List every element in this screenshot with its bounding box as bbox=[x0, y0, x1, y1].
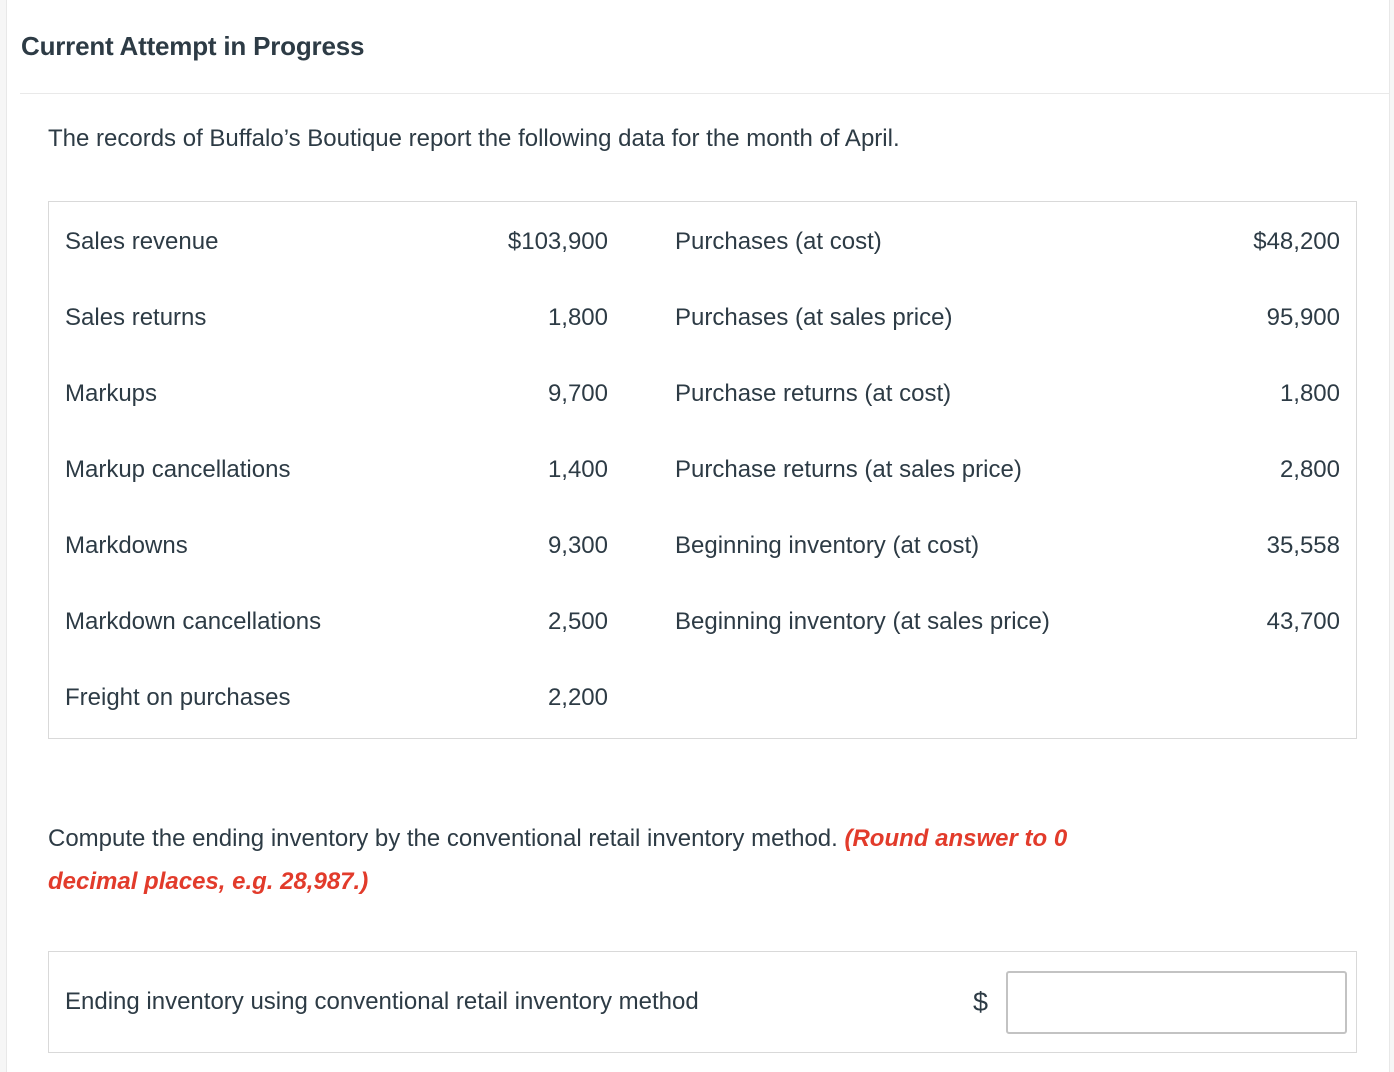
row-right-label: Purchase returns (at cost) bbox=[675, 380, 952, 407]
table-row: Freight on purchases 2,200 bbox=[65, 660, 1340, 736]
row-left-value: $103,900 bbox=[507, 228, 608, 255]
row-right-value: 1,800 bbox=[1279, 380, 1340, 407]
row-right-value: $48,200 bbox=[1253, 228, 1340, 255]
table-row: Markup cancellations 1,400 Purchase return… bbox=[65, 432, 1340, 508]
row-right-value: 35,558 bbox=[1266, 532, 1340, 559]
problem-intro: The records of Buffalo’s Boutique report… bbox=[48, 125, 900, 152]
instruction-note-line1: (Round answer to 0 bbox=[844, 825, 1068, 852]
table-row: Markdowns 9,300 Beginning inventory (at co… bbox=[65, 508, 1340, 584]
row-right-value: 43,700 bbox=[1266, 608, 1340, 635]
page-title: Current Attempt in Progress bbox=[21, 31, 365, 61]
row-right-value: 95,900 bbox=[1266, 304, 1340, 331]
answer-input[interactable] bbox=[1006, 970, 1347, 1034]
row-right-label: Purchases (at sales price) bbox=[675, 304, 953, 331]
data-table: Sales revenue $103,900 Purchases (at cost)… bbox=[48, 201, 1357, 739]
answer-label: Ending inventory using conventional reta… bbox=[65, 988, 699, 1015]
row-left-label: Markdowns bbox=[65, 532, 188, 559]
row-left-label: Freight on purchases bbox=[65, 684, 291, 711]
header-divider bbox=[20, 93, 1389, 94]
row-right-label: Beginning inventory (at sales price) bbox=[675, 608, 1050, 635]
row-left-label: Markdown cancellations bbox=[65, 608, 322, 635]
row-left-value: 2,200 bbox=[547, 684, 608, 711]
table-row: Sales revenue $103,900 Purchases (at cost)… bbox=[65, 204, 1340, 280]
attempt-panel: Current Attempt in Progress The records … bbox=[6, 0, 1390, 1072]
row-left-label: Sales revenue bbox=[65, 228, 219, 255]
row-left-value: 1,400 bbox=[547, 456, 608, 483]
table-row: Markups 9,700 Purchase returns (at cost) 1,… bbox=[65, 356, 1340, 432]
row-left-label: Sales returns bbox=[65, 304, 207, 331]
row-right-label: Purchases (at cost) bbox=[675, 228, 882, 255]
row-left-value: 9,300 bbox=[547, 532, 608, 559]
answer-box: Ending inventory using conventional reta… bbox=[48, 951, 1357, 1053]
row-left-label: Markup cancellations bbox=[65, 456, 291, 483]
row-left-value: 2,500 bbox=[547, 608, 608, 635]
table-row: Markdown cancellations 2,500 Beginning inv… bbox=[65, 584, 1340, 660]
panel-header: Current Attempt in Progress bbox=[7, 0, 1389, 93]
currency-symbol: $ bbox=[972, 986, 988, 1017]
row-right-value: 2,800 bbox=[1279, 456, 1340, 483]
row-left-value: 9,700 bbox=[547, 380, 608, 407]
row-left-label: Markups bbox=[65, 380, 158, 407]
table-row: Sales returns 1,800 Purchases (at sales pr… bbox=[65, 280, 1340, 356]
row-right-label: Beginning inventory (at cost) bbox=[675, 532, 980, 559]
row-right-label: Purchase returns (at sales price) bbox=[675, 456, 1022, 483]
question-content: The records of Buffalo’s Boutique report… bbox=[7, 122, 1389, 1053]
row-left-value: 1,800 bbox=[547, 304, 608, 331]
instruction-note-line2: decimal places, e.g. 28,987.) bbox=[48, 868, 369, 895]
instruction: Compute the ending inventory by the conv… bbox=[48, 817, 1357, 903]
instruction-text: Compute the ending inventory by the conv… bbox=[48, 825, 845, 852]
